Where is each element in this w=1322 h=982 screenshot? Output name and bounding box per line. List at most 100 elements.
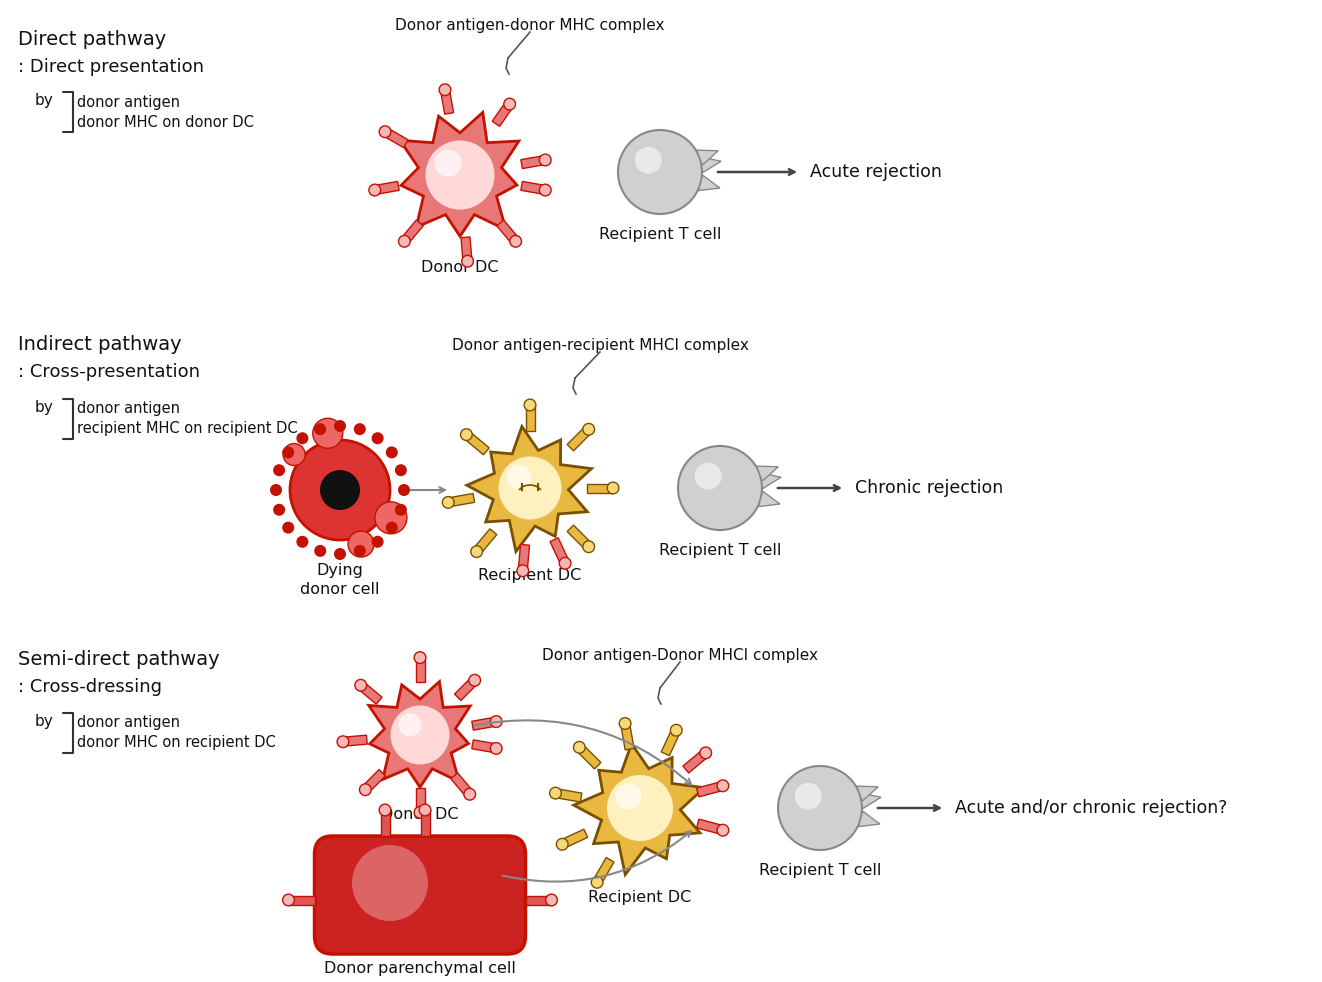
Circle shape: [315, 545, 327, 557]
Polygon shape: [420, 810, 430, 836]
Polygon shape: [756, 466, 779, 481]
Polygon shape: [857, 787, 878, 801]
Circle shape: [274, 464, 286, 476]
Polygon shape: [518, 544, 530, 572]
Circle shape: [369, 185, 381, 195]
Text: Semi-direct pathway: Semi-direct pathway: [19, 650, 219, 669]
Circle shape: [282, 521, 295, 533]
Circle shape: [490, 716, 502, 728]
Polygon shape: [576, 744, 602, 769]
Circle shape: [490, 742, 502, 754]
Circle shape: [379, 804, 391, 816]
Circle shape: [546, 895, 558, 905]
FancyBboxPatch shape: [315, 836, 526, 954]
Polygon shape: [455, 678, 477, 700]
Circle shape: [443, 497, 453, 509]
Polygon shape: [492, 101, 513, 127]
Circle shape: [583, 423, 595, 435]
Circle shape: [539, 185, 551, 195]
Polygon shape: [383, 128, 408, 147]
Circle shape: [395, 504, 407, 516]
Circle shape: [282, 447, 295, 459]
Polygon shape: [521, 182, 546, 194]
Circle shape: [414, 806, 426, 818]
Text: Donor parenchymal cell: Donor parenchymal cell: [324, 961, 516, 976]
Text: : Direct presentation: : Direct presentation: [19, 58, 204, 76]
Circle shape: [398, 484, 410, 496]
Text: Recipient T cell: Recipient T cell: [599, 227, 722, 242]
Circle shape: [619, 718, 631, 730]
Circle shape: [348, 531, 374, 557]
Circle shape: [439, 83, 451, 95]
Circle shape: [337, 736, 349, 747]
Polygon shape: [760, 472, 781, 489]
Polygon shape: [472, 717, 497, 731]
Polygon shape: [342, 736, 368, 746]
Circle shape: [419, 804, 431, 816]
Circle shape: [461, 255, 473, 267]
Circle shape: [315, 423, 327, 435]
Text: Recipient DC: Recipient DC: [479, 568, 582, 583]
Text: donor antigen: donor antigen: [77, 402, 180, 416]
Polygon shape: [461, 237, 472, 261]
Polygon shape: [451, 773, 473, 797]
Polygon shape: [587, 483, 613, 493]
Polygon shape: [521, 155, 546, 169]
Text: Acute rejection: Acute rejection: [810, 163, 941, 181]
Text: by: by: [34, 400, 54, 415]
Circle shape: [559, 558, 571, 570]
Circle shape: [607, 775, 673, 841]
Circle shape: [517, 565, 529, 576]
Polygon shape: [759, 491, 780, 507]
Text: Chronic rejection: Chronic rejection: [855, 479, 1003, 497]
Circle shape: [583, 541, 595, 553]
Polygon shape: [697, 782, 724, 796]
Text: by: by: [34, 714, 54, 729]
Circle shape: [296, 536, 308, 548]
Circle shape: [695, 463, 722, 490]
Circle shape: [360, 784, 371, 795]
Polygon shape: [526, 405, 534, 431]
Circle shape: [617, 130, 702, 214]
Circle shape: [334, 548, 346, 560]
Circle shape: [717, 780, 728, 791]
Polygon shape: [473, 528, 497, 555]
Polygon shape: [288, 896, 315, 904]
Text: donor MHC on donor DC: donor MHC on donor DC: [77, 115, 254, 130]
Circle shape: [386, 447, 398, 459]
Circle shape: [354, 545, 366, 557]
Polygon shape: [561, 829, 588, 848]
Polygon shape: [472, 739, 497, 753]
Circle shape: [354, 423, 366, 435]
Circle shape: [460, 429, 472, 441]
Polygon shape: [858, 811, 880, 827]
Circle shape: [371, 536, 383, 548]
Polygon shape: [683, 749, 709, 773]
Circle shape: [270, 484, 282, 496]
Polygon shape: [698, 175, 720, 191]
Text: Direct pathway: Direct pathway: [19, 30, 167, 49]
Circle shape: [524, 399, 535, 410]
Circle shape: [386, 521, 398, 533]
Polygon shape: [620, 723, 635, 750]
Text: Recipient T cell: Recipient T cell: [759, 863, 882, 878]
Circle shape: [464, 789, 476, 800]
Circle shape: [469, 675, 481, 686]
Polygon shape: [574, 743, 705, 875]
Polygon shape: [697, 819, 724, 835]
Circle shape: [670, 725, 682, 736]
Text: Donor DC: Donor DC: [422, 260, 498, 275]
Polygon shape: [374, 182, 399, 194]
Polygon shape: [381, 810, 390, 836]
Circle shape: [398, 714, 422, 736]
Circle shape: [779, 766, 862, 850]
Circle shape: [678, 446, 761, 530]
Text: Recipient T cell: Recipient T cell: [658, 543, 781, 558]
Circle shape: [717, 824, 728, 836]
Text: Indirect pathway: Indirect pathway: [19, 335, 181, 354]
Polygon shape: [861, 792, 880, 808]
Circle shape: [320, 470, 360, 510]
Polygon shape: [447, 494, 475, 507]
Polygon shape: [526, 896, 551, 904]
Circle shape: [591, 877, 603, 888]
